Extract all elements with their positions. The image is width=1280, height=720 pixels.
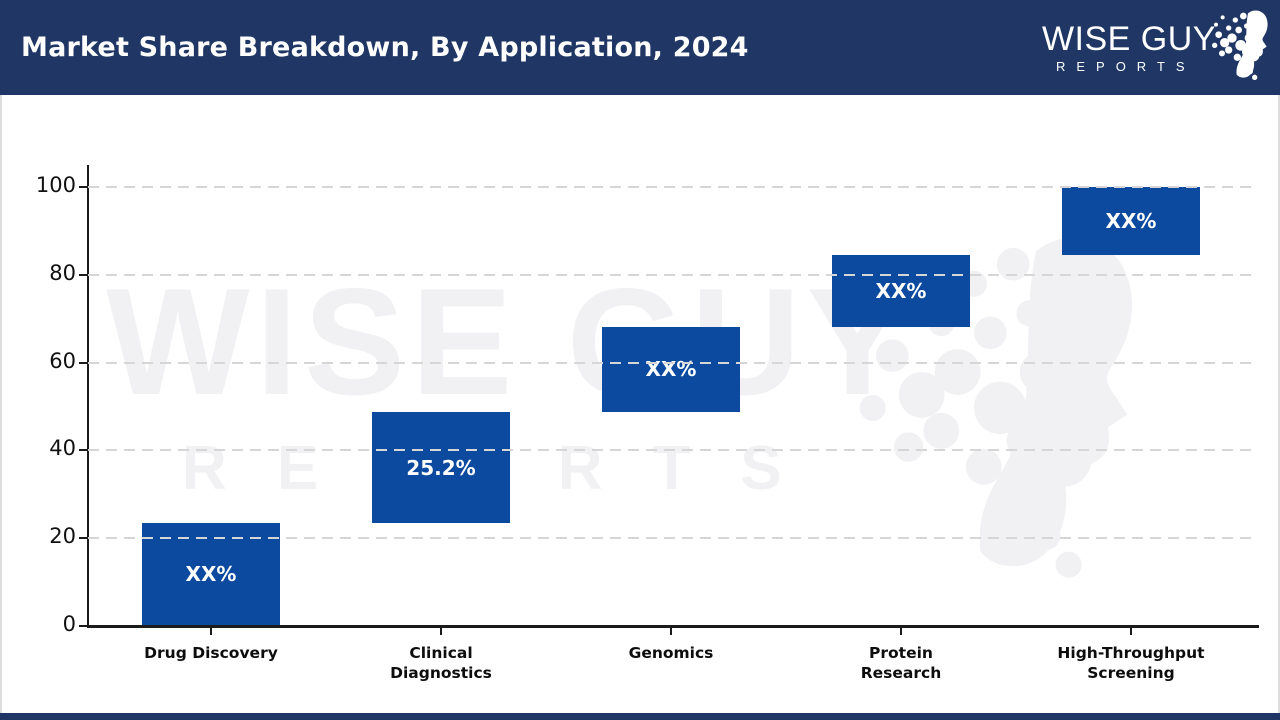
gridline <box>88 273 1258 276</box>
y-axis-tick-label: 20 <box>49 524 76 549</box>
bar-value-label: XX% <box>645 357 697 382</box>
y-axis-tick <box>79 449 88 452</box>
bar-value-label: 25.2% <box>406 455 476 480</box>
x-axis-line <box>87 625 1259 628</box>
x-axis-tick <box>670 628 672 635</box>
gridline <box>88 537 1258 540</box>
logo-subtitle: REPORTS <box>1055 59 1196 74</box>
footer-accent-bar <box>0 713 1280 720</box>
bar-value-label: XX% <box>875 278 927 303</box>
y-axis-tick-label: 60 <box>49 348 76 373</box>
y-axis-tick <box>79 273 88 276</box>
bar-value-label: XX% <box>1105 208 1157 233</box>
bar: XX% <box>142 522 280 626</box>
gridline <box>88 449 1258 452</box>
x-axis-tick <box>440 628 442 635</box>
y-axis-tick-label: 100 <box>35 173 76 197</box>
y-axis-tick-label: 40 <box>49 436 76 461</box>
wise-guy-reports-logo: WISE GUY REPORTS <box>1042 8 1270 88</box>
x-axis-category-label: Genomics <box>628 644 714 662</box>
watermark-wordmark: WISE GUY <box>106 257 915 427</box>
bar: XX% <box>602 326 740 413</box>
x-axis-category-label: Clinical Diagnostics <box>390 644 492 683</box>
y-axis-tick <box>79 537 88 540</box>
header: Market Share Breakdown, By Application, … <box>0 0 1280 95</box>
x-axis-tick <box>1130 628 1132 635</box>
gridline <box>88 361 1258 364</box>
y-axis-tick <box>79 361 88 364</box>
y-axis-tick <box>79 186 88 188</box>
gridline <box>88 186 1258 188</box>
watermark-face-icon <box>859 237 1133 578</box>
x-axis-category-label: Drug Discovery <box>144 644 278 662</box>
y-axis-tick <box>79 625 88 627</box>
chart-title: Market Share Breakdown, By Application, … <box>21 32 749 63</box>
y-axis-line <box>87 165 89 628</box>
y-axis-tick-label: 0 <box>62 612 76 636</box>
bar-value-label: XX% <box>185 562 237 587</box>
y-axis-tick-label: 80 <box>49 260 76 285</box>
logo-wordmark: WISE GUY <box>1041 20 1216 58</box>
bar: XX% <box>832 254 970 327</box>
logo-text: WISE GUY REPORTS <box>1042 22 1216 73</box>
bar: 25.2% <box>372 412 510 523</box>
x-axis-tick <box>900 628 902 635</box>
x-axis-category-label: Protein Research <box>860 644 942 683</box>
face-profile-icon <box>1212 10 1268 80</box>
x-axis-tick <box>210 628 212 635</box>
bar: XX% <box>1062 187 1200 255</box>
x-axis-category-label: High-Throughput Screening <box>1057 644 1205 683</box>
